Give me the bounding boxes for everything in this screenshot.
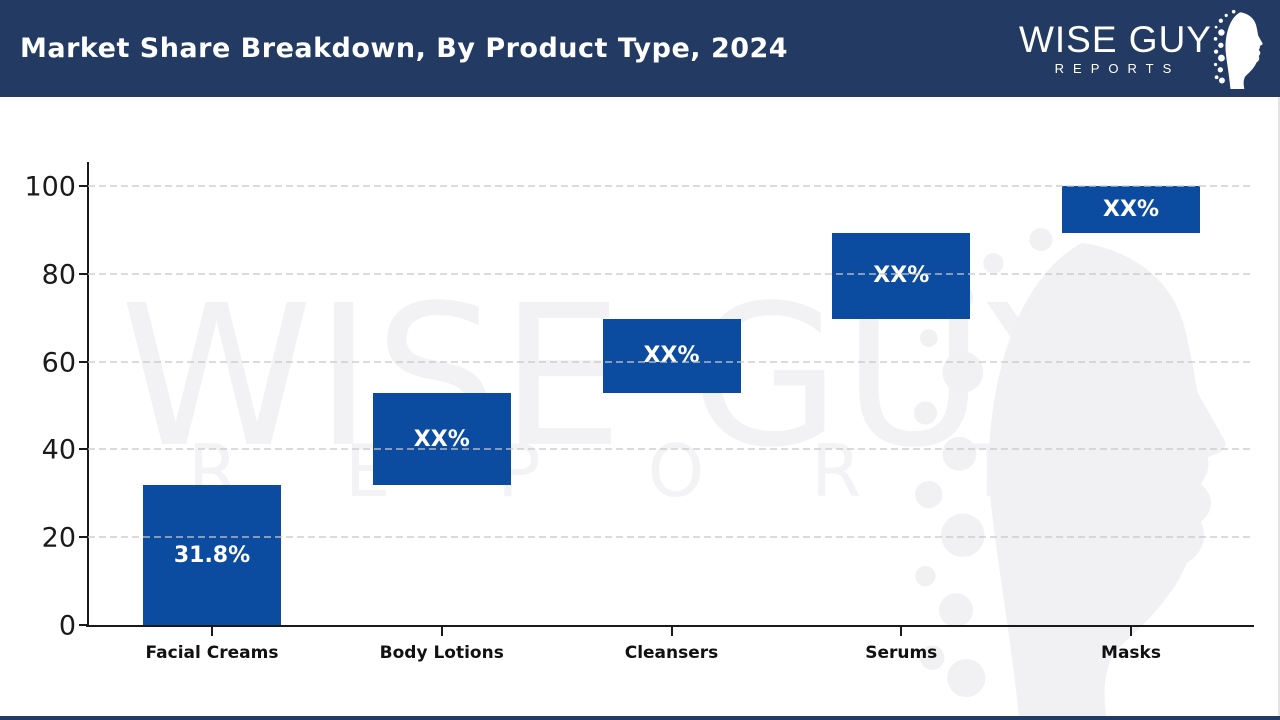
brand-logo-text: WISE GUY REPORTS xyxy=(1019,21,1212,76)
category-label: Masks xyxy=(1101,643,1161,663)
x-tick-mark xyxy=(1130,627,1132,636)
y-tick-mark xyxy=(79,448,88,451)
bar-value-label: XX% xyxy=(873,263,930,289)
bar-segment: XX% xyxy=(832,232,971,319)
x-axis-line xyxy=(86,625,1254,627)
x-tick-mark xyxy=(900,627,903,636)
y-axis-line xyxy=(87,162,89,627)
category-label: Body Lotions xyxy=(379,643,504,663)
category-label: Cleansers xyxy=(624,643,719,663)
x-tick-mark xyxy=(440,627,443,636)
bar-segment: XX% xyxy=(602,318,741,393)
gridline xyxy=(88,272,1254,275)
y-tick-mark xyxy=(79,185,88,187)
bar-segment: XX% xyxy=(372,392,511,486)
y-tick-label: 100 xyxy=(24,171,76,203)
x-tick-mark xyxy=(211,627,213,636)
header-bar: Market Share Breakdown, By Product Type,… xyxy=(0,0,1280,97)
bar-value-label: XX% xyxy=(413,426,470,452)
y-tick-mark xyxy=(79,272,88,275)
gridline xyxy=(88,536,1254,539)
page-title: Market Share Breakdown, By Product Type,… xyxy=(20,33,789,64)
brand-logo: WISE GUY REPORTS xyxy=(1019,0,1272,97)
y-tick-label: 0 xyxy=(58,610,76,642)
y-tick-mark xyxy=(79,536,88,539)
gridline xyxy=(88,360,1254,363)
bar-value-label: XX% xyxy=(1103,196,1159,222)
gridline xyxy=(88,448,1254,451)
bar-segment: 31.8% xyxy=(143,485,281,625)
y-tick-label: 60 xyxy=(41,347,76,379)
footer-strip xyxy=(0,716,1280,720)
category-label: Facial Creams xyxy=(145,643,279,663)
chart-area: WISE GUY R E P O R T S 0 20 40 60 80 100 31.8%… xyxy=(0,97,1280,716)
y-tick-mark xyxy=(79,624,88,626)
y-tick-label: 20 xyxy=(41,522,76,554)
bar-segment: XX% xyxy=(1062,186,1200,233)
x-tick-mark xyxy=(670,627,673,636)
bar-value-label: 31.8% xyxy=(173,542,251,568)
y-tick-label: 80 xyxy=(41,259,76,291)
brand-face-icon xyxy=(1213,9,1263,89)
brand-name: WISE GUY xyxy=(1018,19,1212,60)
y-tick-mark xyxy=(79,360,88,363)
brand-subname: REPORTS xyxy=(1054,61,1181,76)
plot-region: 0 20 40 60 80 100 31.8% Facial Creams XX% Body Lo… xyxy=(0,97,1278,716)
gridline xyxy=(88,185,1254,187)
y-tick-label: 40 xyxy=(41,434,76,466)
category-label: Serums xyxy=(865,643,938,663)
bar-value-label: XX% xyxy=(643,343,700,369)
